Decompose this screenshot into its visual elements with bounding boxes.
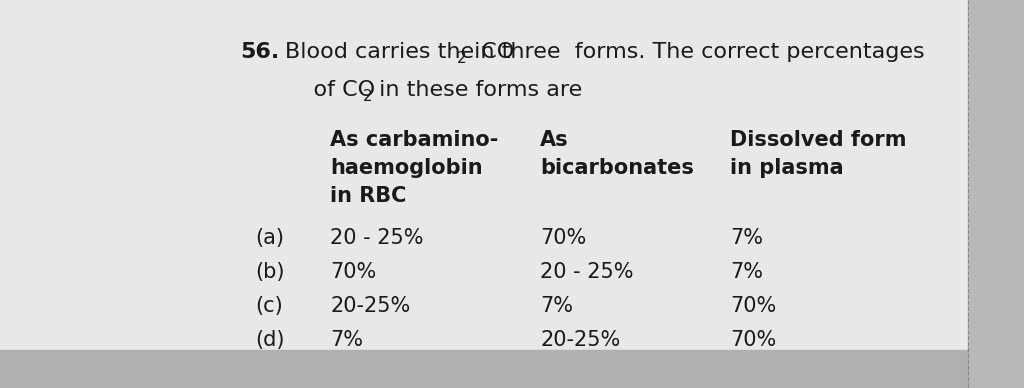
Text: (d): (d) xyxy=(255,330,285,350)
Bar xyxy=(0,350,968,388)
Text: (a): (a) xyxy=(255,228,284,248)
Text: 70%: 70% xyxy=(730,330,776,350)
Text: 70%: 70% xyxy=(730,296,776,316)
Text: in these forms are: in these forms are xyxy=(373,80,583,100)
Text: 7%: 7% xyxy=(730,262,763,282)
Text: 2: 2 xyxy=(457,51,467,66)
Text: Blood carries the CO: Blood carries the CO xyxy=(285,42,514,62)
Text: (c): (c) xyxy=(255,296,283,316)
Text: As: As xyxy=(540,130,568,150)
Text: 2: 2 xyxy=(362,89,372,104)
Bar xyxy=(968,0,1024,388)
Text: 56.: 56. xyxy=(240,42,280,62)
Text: 70%: 70% xyxy=(540,228,587,248)
Text: 7%: 7% xyxy=(540,296,573,316)
Text: bicarbonates: bicarbonates xyxy=(540,158,694,178)
Text: 20 - 25%: 20 - 25% xyxy=(330,228,424,248)
Text: Dissolved form: Dissolved form xyxy=(730,130,906,150)
Text: As carbamino-: As carbamino- xyxy=(330,130,499,150)
Text: in three  forms. The correct percentages: in three forms. The correct percentages xyxy=(467,42,925,62)
Text: 20-25%: 20-25% xyxy=(540,330,621,350)
Text: (b): (b) xyxy=(255,262,285,282)
Text: in RBC: in RBC xyxy=(330,186,407,206)
Text: 20-25%: 20-25% xyxy=(330,296,411,316)
Text: 20 - 25%: 20 - 25% xyxy=(540,262,634,282)
Text: 7%: 7% xyxy=(330,330,362,350)
Text: in plasma: in plasma xyxy=(730,158,844,178)
Text: haemoglobin: haemoglobin xyxy=(330,158,482,178)
Text: of CO: of CO xyxy=(285,80,375,100)
Text: 70%: 70% xyxy=(330,262,376,282)
Text: 7%: 7% xyxy=(730,228,763,248)
